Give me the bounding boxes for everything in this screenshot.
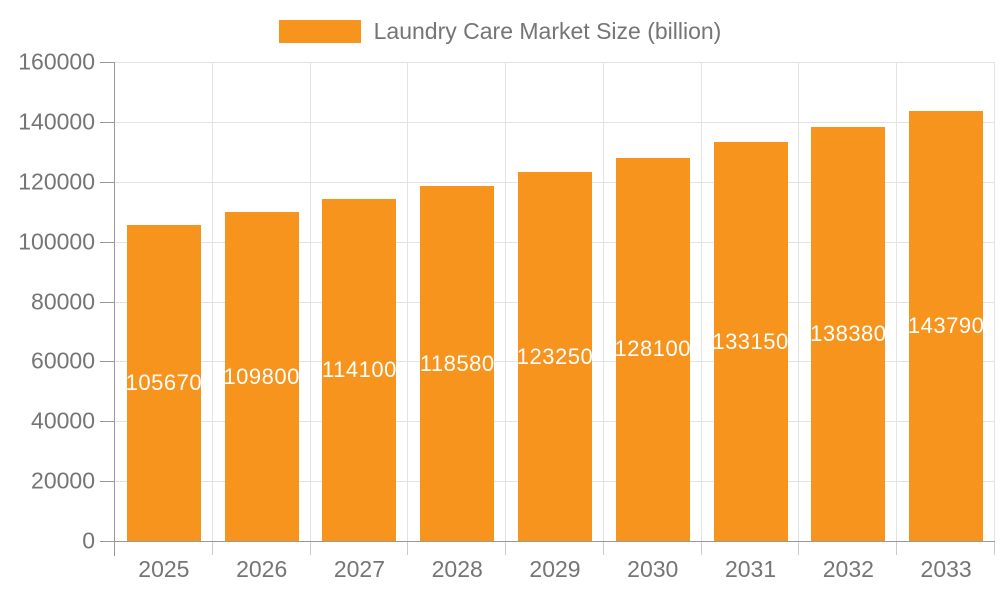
vertical-gridline — [602, 62, 604, 541]
bar-value-label: 138380 — [811, 320, 886, 346]
vertical-gridline — [798, 62, 800, 541]
y-axis-tick — [100, 181, 114, 183]
bar-value-label: 133150 — [713, 328, 788, 354]
y-axis-tick-label: 140000 — [18, 108, 95, 135]
y-axis-tick-label: 100000 — [18, 228, 95, 255]
bar-value-label: 128100 — [615, 336, 690, 362]
vertical-gridline — [505, 62, 507, 541]
horizontal-gridline — [115, 62, 995, 63]
vertical-gridline — [700, 62, 702, 541]
y-axis-tick-label: 60000 — [31, 347, 95, 374]
y-axis-tick-label: 20000 — [31, 467, 95, 494]
x-axis-tick-label: 2025 — [138, 556, 190, 582]
x-axis-tick — [896, 541, 898, 555]
plot-area: 105670 109800 114100 118580 123250 128100 1331… — [100, 62, 995, 556]
y-axis-tick — [100, 361, 114, 363]
x-axis-tick — [994, 541, 995, 555]
bar-value-label: 118580 — [420, 350, 495, 376]
x-axis-tick-label: 2028 — [431, 556, 483, 582]
bar-value-label: 114100 — [322, 357, 397, 383]
vertical-gridline — [211, 62, 213, 541]
y-axis-tick — [100, 541, 114, 542]
bar-value-label: 143790 — [909, 312, 984, 338]
x-axis-tick — [211, 541, 213, 555]
y-axis-tick — [100, 301, 114, 303]
bar-value-label: 105670 — [126, 369, 201, 395]
legend[interactable]: Laundry Care Market Size (billion) — [0, 19, 1000, 43]
x-axis-tick-label: 2029 — [529, 556, 581, 582]
y-axis-tick-label: 0 — [82, 527, 95, 554]
x-axis-tick — [700, 541, 702, 555]
x-axis-tick — [798, 541, 800, 555]
vertical-gridline — [309, 62, 311, 541]
bar-2032[interactable]: 138380 — [811, 126, 886, 541]
x-axis-tick — [407, 541, 409, 555]
bar-value-label: 123250 — [518, 343, 592, 369]
y-axis-tick-label: 80000 — [31, 288, 95, 314]
y-axis-line — [114, 62, 115, 556]
y-axis-tick — [100, 481, 114, 483]
legend-label: Laundry Care Market Size (billion) — [373, 18, 722, 44]
x-axis-tick-label: 2032 — [822, 556, 874, 582]
x-axis-line — [115, 541, 995, 542]
x-axis-tick-label: 2027 — [333, 556, 386, 582]
legend-swatch-icon — [278, 19, 361, 43]
y-axis-tick-label: 40000 — [31, 407, 95, 434]
bar-2030[interactable]: 128100 — [615, 157, 690, 541]
bar-2025[interactable]: 105670 — [126, 224, 201, 541]
vertical-gridline — [407, 62, 409, 541]
bar-2029[interactable]: 123250 — [518, 172, 592, 541]
x-axis-tick-label: 2030 — [627, 556, 679, 582]
y-axis-tick-label: 160000 — [18, 48, 95, 75]
vertical-gridline — [994, 62, 995, 541]
bar-value-label: 109800 — [224, 363, 299, 389]
x-axis-tick-label: 2033 — [920, 556, 972, 582]
x-axis-tick-label: 2031 — [724, 556, 777, 582]
horizontal-gridline — [115, 121, 995, 123]
y-axis-tick — [100, 241, 114, 243]
y-axis-tick — [100, 121, 114, 123]
bar-2027[interactable]: 114100 — [322, 199, 397, 541]
bar-2033[interactable]: 143790 — [909, 110, 984, 541]
bar-2028[interactable]: 118580 — [420, 186, 495, 541]
y-axis-tick-label: 120000 — [18, 168, 95, 195]
bar-2026[interactable]: 109800 — [224, 212, 299, 541]
x-axis-tick — [309, 541, 311, 555]
y-axis-tick — [100, 421, 114, 423]
x-axis-tick-label: 2026 — [236, 556, 288, 582]
x-axis-tick — [505, 541, 507, 555]
vertical-gridline — [896, 62, 898, 541]
bar-2031[interactable]: 133150 — [713, 142, 788, 541]
y-axis-tick — [100, 62, 114, 63]
x-axis-tick — [602, 541, 604, 555]
